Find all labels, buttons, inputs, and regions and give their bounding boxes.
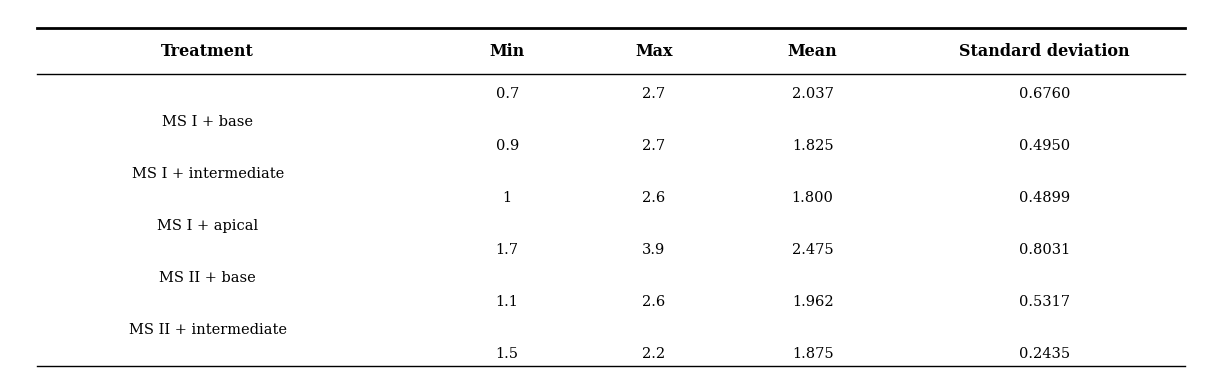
Text: 1.7: 1.7 — [496, 243, 518, 257]
Text: 2.6: 2.6 — [642, 295, 666, 309]
Text: 1.5: 1.5 — [496, 347, 518, 361]
Text: 0.8031: 0.8031 — [1019, 243, 1070, 257]
Text: 1.800: 1.800 — [792, 191, 833, 205]
Text: 2.475: 2.475 — [792, 243, 833, 257]
Text: MS I + intermediate: MS I + intermediate — [132, 167, 284, 181]
Text: 0.9: 0.9 — [495, 139, 519, 153]
Text: 1: 1 — [502, 191, 512, 205]
Text: 0.7: 0.7 — [495, 87, 519, 101]
Text: 0.4950: 0.4950 — [1019, 139, 1070, 153]
Text: 2.7: 2.7 — [643, 139, 665, 153]
Text: 0.6760: 0.6760 — [1019, 87, 1070, 101]
Text: Standard deviation: Standard deviation — [959, 43, 1130, 60]
Text: MS I + apical: MS I + apical — [158, 219, 258, 233]
Text: 1.825: 1.825 — [792, 139, 833, 153]
Text: 0.2435: 0.2435 — [1019, 347, 1070, 361]
Text: 2.2: 2.2 — [643, 347, 665, 361]
Text: 2.6: 2.6 — [642, 191, 666, 205]
Text: 1.1: 1.1 — [496, 295, 518, 309]
Text: 2.037: 2.037 — [792, 87, 833, 101]
Text: Mean: Mean — [788, 43, 837, 60]
Text: MS I + base: MS I + base — [163, 115, 253, 129]
Text: 3.9: 3.9 — [642, 243, 666, 257]
Text: 1.875: 1.875 — [792, 347, 833, 361]
Text: MS II + intermediate: MS II + intermediate — [128, 323, 287, 337]
Text: MS II + base: MS II + base — [159, 271, 257, 285]
Text: Min: Min — [490, 43, 524, 60]
Text: Treatment: Treatment — [161, 43, 254, 60]
Text: 1.962: 1.962 — [792, 295, 833, 309]
Text: 2.7: 2.7 — [643, 87, 665, 101]
Text: Max: Max — [635, 43, 672, 60]
Text: 0.4899: 0.4899 — [1019, 191, 1070, 205]
Text: 0.5317: 0.5317 — [1019, 295, 1070, 309]
